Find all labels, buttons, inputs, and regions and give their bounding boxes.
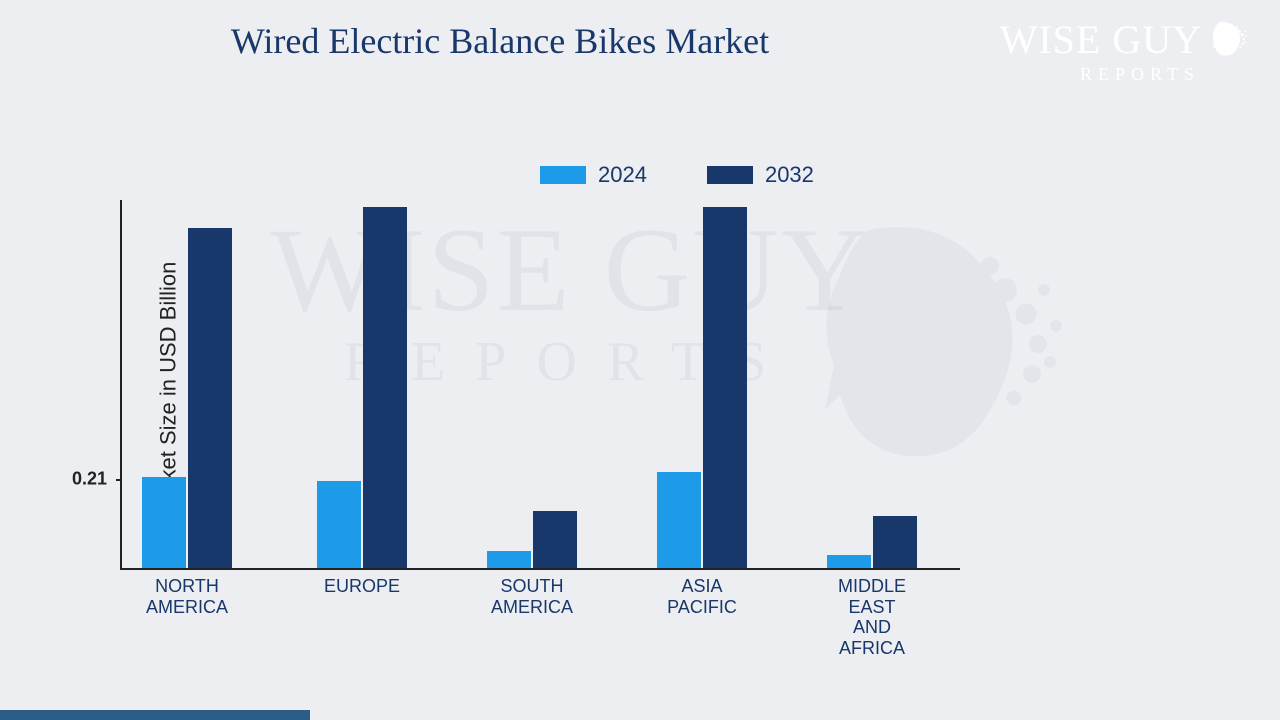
legend-swatch-2032 [707, 166, 753, 184]
logo-main-text: WISE GUY [1000, 20, 1202, 60]
bar-2024-mea [827, 555, 871, 568]
brand-logo: WISE GUY REPORTS [990, 18, 1250, 85]
chart-canvas: WISE GUY REPORTS WISE GUY REPORTS Wired … [0, 0, 1280, 720]
legend-label-2024: 2024 [598, 162, 647, 188]
bar-2032-ap [703, 207, 747, 568]
bar-2032-na [188, 228, 232, 568]
legend-item-2032: 2032 [707, 162, 814, 188]
x-label-na: NORTH AMERICA [112, 576, 262, 617]
logo-sub-text: REPORTS [990, 64, 1200, 85]
legend-item-2024: 2024 [540, 162, 647, 188]
bar-2024-ap [657, 472, 701, 568]
head-icon [1206, 18, 1250, 62]
x-label-ap: ASIA PACIFIC [627, 576, 777, 617]
bar-group-sa [487, 511, 577, 568]
footer-accent-bar [0, 710, 310, 720]
bar-2032-sa [533, 511, 577, 568]
x-label-sa: SOUTH AMERICA [457, 576, 607, 617]
bar-2032-mea [873, 516, 917, 568]
bar-group-eu [317, 207, 407, 568]
y-tick-label: 0.21 [72, 468, 107, 489]
legend-swatch-2024 [540, 166, 586, 184]
x-label-mea: MIDDLE EAST AND AFRICA [797, 576, 947, 659]
bar-2032-eu [363, 207, 407, 568]
bar-2024-eu [317, 481, 361, 568]
bar-group-na [142, 228, 232, 568]
x-label-eu: EUROPE [287, 576, 437, 597]
chart-title: Wired Electric Balance Bikes Market [120, 20, 880, 62]
legend: 2024 2032 [540, 162, 814, 188]
bar-group-mea [827, 516, 917, 568]
chart-area: Market Size in USD Billion 0.21NORTH AME… [100, 200, 960, 580]
bar-2024-sa [487, 551, 531, 568]
legend-label-2032: 2032 [765, 162, 814, 188]
bar-2024-na [142, 477, 186, 568]
plot-region: 0.21NORTH AMERICAEUROPESOUTH AMERICAASIA… [120, 200, 960, 570]
y-tick-mark [116, 479, 122, 481]
logo-main-line: WISE GUY [990, 18, 1250, 62]
bar-group-ap [657, 207, 747, 568]
